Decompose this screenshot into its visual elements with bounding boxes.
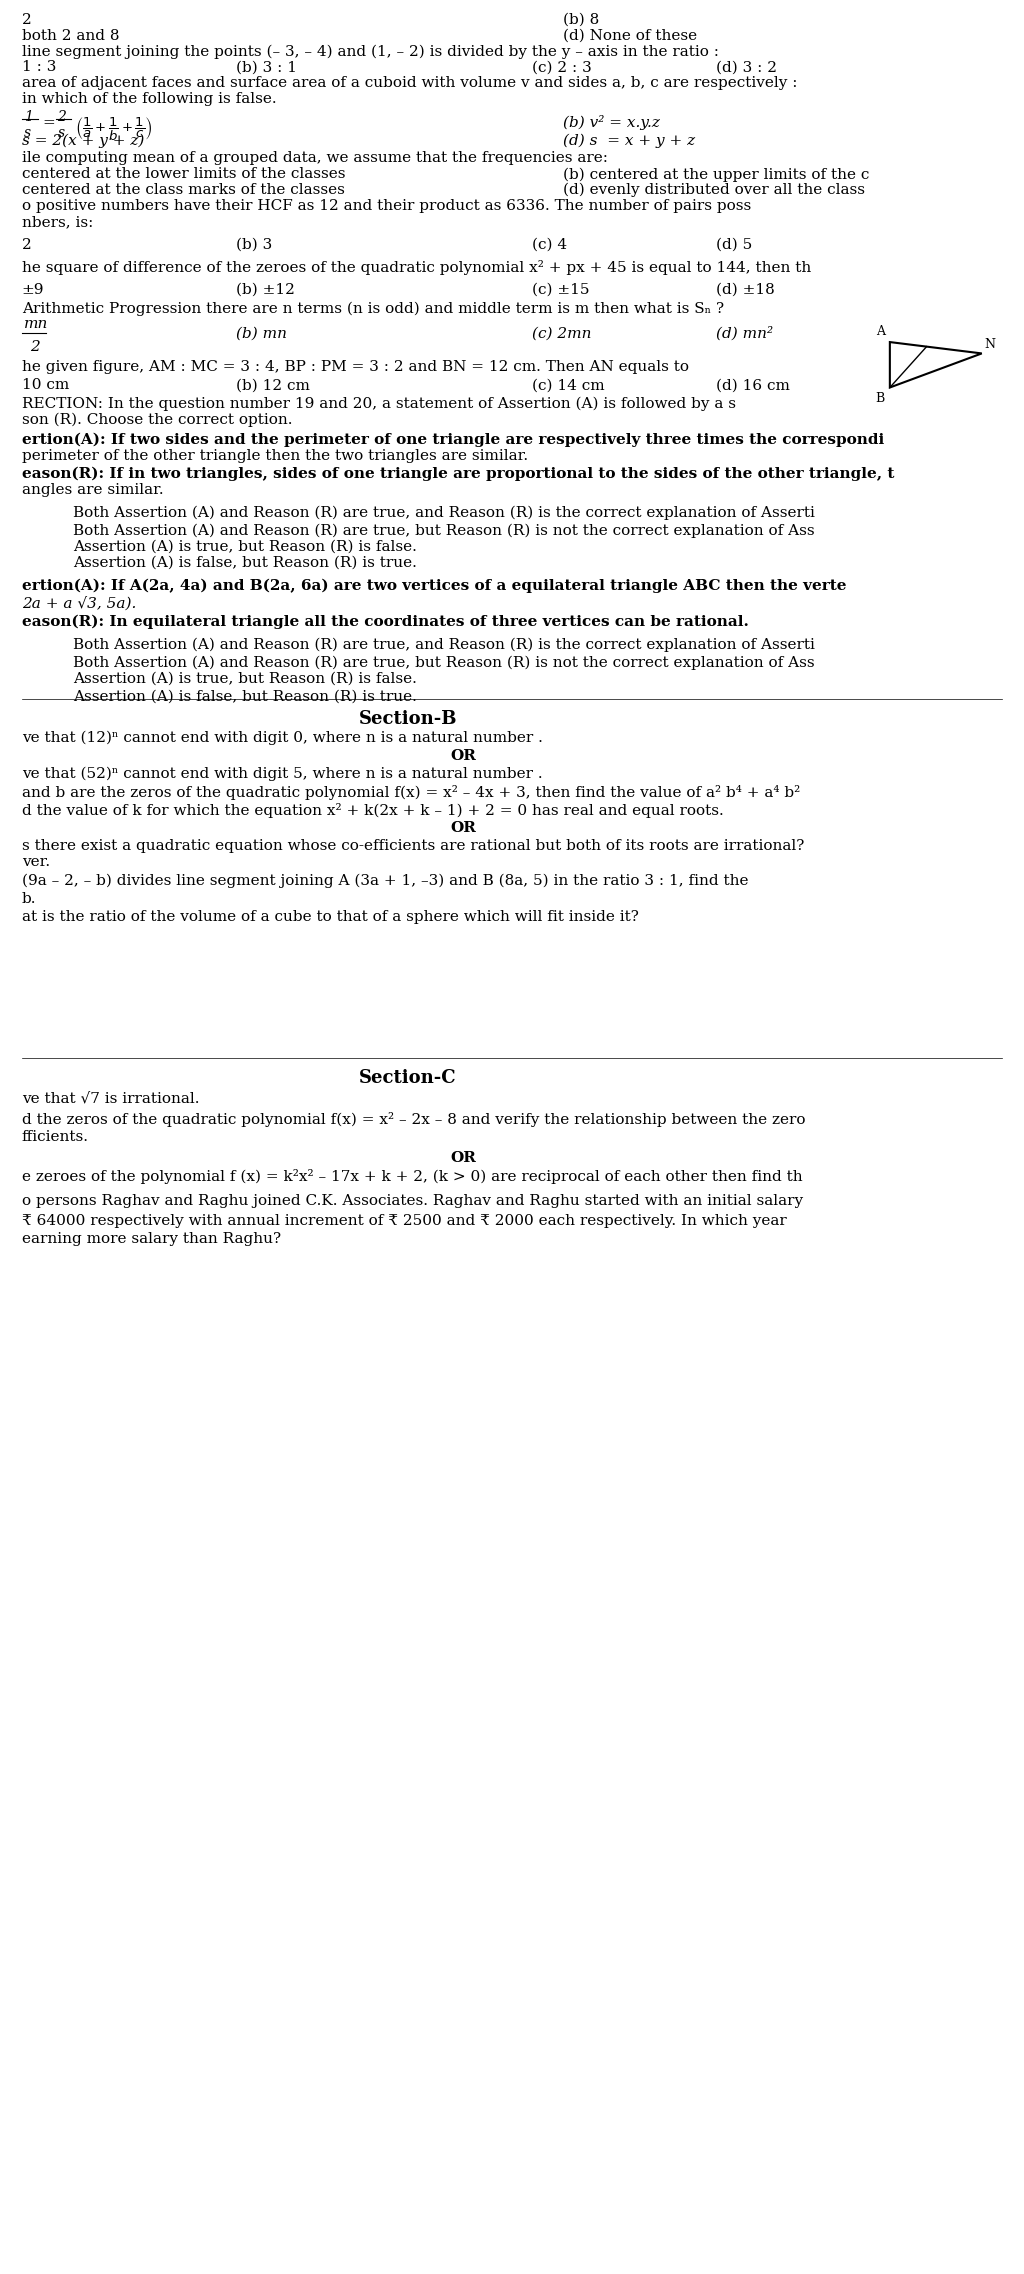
- Text: RECTION: In the question number 19 and 20, a statement of Assertion (A) is follo: RECTION: In the question number 19 and 2…: [22, 396, 736, 412]
- Text: (d) mn²: (d) mn²: [716, 325, 773, 341]
- Text: (c) 2 : 3: (c) 2 : 3: [532, 61, 592, 75]
- Text: 2a + a √3, 5a).: 2a + a √3, 5a).: [22, 596, 136, 612]
- Text: N: N: [985, 339, 995, 350]
- Text: ver.: ver.: [22, 855, 50, 869]
- Text: o persons Raghav and Raghu joined C.K. Associates. Raghav and Raghu started with: o persons Raghav and Raghu joined C.K. A…: [22, 1194, 803, 1207]
- Text: ertion(A): If two sides and the perimeter of one triangle are respectively three: ertion(A): If two sides and the perimete…: [22, 432, 884, 448]
- Text: Both Assertion (A) and Reason (R) are true, and Reason (R) is the correct explan: Both Assertion (A) and Reason (R) are tr…: [73, 505, 815, 521]
- Text: 2: 2: [22, 236, 32, 252]
- Text: at is the ratio of the volume of a cube to that of a sphere which will fit insid: at is the ratio of the volume of a cube …: [22, 910, 639, 923]
- Text: Assertion (A) is false, but Reason (R) is true.: Assertion (A) is false, but Reason (R) i…: [73, 555, 417, 568]
- Text: mn: mn: [24, 316, 48, 332]
- Text: earning more salary than Raghu?: earning more salary than Raghu?: [22, 1233, 281, 1246]
- Text: Assertion (A) is true, but Reason (R) is false.: Assertion (A) is true, but Reason (R) is…: [73, 671, 417, 684]
- Text: 1 : 3: 1 : 3: [22, 61, 56, 75]
- Text: he square of difference of the zeroes of the quadratic polynomial x² + px + 45 i: he square of difference of the zeroes of…: [22, 259, 811, 275]
- Text: 10 cm: 10 cm: [22, 377, 69, 393]
- Text: OR: OR: [451, 748, 476, 762]
- Text: OR: OR: [451, 821, 476, 835]
- Text: (c) 14 cm: (c) 14 cm: [532, 377, 605, 393]
- Text: ertion(A): If A(2a, 4a) and B(2a, 6a) are two vertices of a equilateral triangle: ertion(A): If A(2a, 4a) and B(2a, 6a) ar…: [22, 578, 846, 594]
- Text: Both Assertion (A) and Reason (R) are true, but Reason (R) is not the correct ex: Both Assertion (A) and Reason (R) are tr…: [73, 655, 814, 671]
- Text: (d) 3 : 2: (d) 3 : 2: [716, 61, 777, 75]
- Text: (b) 8: (b) 8: [563, 14, 599, 27]
- Text: =: =: [42, 116, 55, 130]
- Text: (b) v² = x.y.z: (b) v² = x.y.z: [563, 116, 659, 130]
- Text: 2: 2: [22, 14, 32, 27]
- Text: (d) s  = x + y + z: (d) s = x + y + z: [563, 134, 695, 148]
- Text: Section-B: Section-B: [358, 709, 458, 728]
- Text: centered at the lower limits of the classes: centered at the lower limits of the clas…: [22, 168, 345, 182]
- Text: ve that (52)ⁿ cannot end with digit 5, where n is a natural number .: ve that (52)ⁿ cannot end with digit 5, w…: [22, 766, 543, 782]
- Text: perimeter of the other triangle then the two triangles are similar.: perimeter of the other triangle then the…: [22, 448, 528, 464]
- Text: ±9: ±9: [22, 282, 44, 298]
- Text: ve that √7 is irrational.: ve that √7 is irrational.: [22, 1092, 200, 1105]
- Text: (b) 3: (b) 3: [237, 236, 272, 252]
- Text: $\left(\dfrac{1}{a}+\dfrac{1}{b}+\dfrac{1}{c}\right)$: $\left(\dfrac{1}{a}+\dfrac{1}{b}+\dfrac{…: [75, 116, 153, 143]
- Text: o positive numbers have their HCF as 12 and their product as 6336. The number of: o positive numbers have their HCF as 12 …: [22, 200, 751, 214]
- Text: Assertion (A) is true, but Reason (R) is false.: Assertion (A) is true, but Reason (R) is…: [73, 539, 417, 553]
- Text: both 2 and 8: both 2 and 8: [22, 30, 120, 43]
- Text: (d) 5: (d) 5: [716, 236, 753, 252]
- Text: (c) 4: (c) 4: [532, 236, 567, 252]
- Text: nbers, is:: nbers, is:: [22, 214, 93, 230]
- Text: Assertion (A) is false, but Reason (R) is true.: Assertion (A) is false, but Reason (R) i…: [73, 689, 417, 703]
- Text: e zeroes of the polynomial f (x) = k²x² – 17x + k + 2, (k > 0) are reciprocal of: e zeroes of the polynomial f (x) = k²x² …: [22, 1169, 803, 1185]
- Text: d the zeros of the quadratic polynomial f(x) = x² – 2x – 8 and verify the relati: d the zeros of the quadratic polynomial …: [22, 1112, 805, 1128]
- Text: B: B: [876, 391, 885, 405]
- Text: in which of the following is false.: in which of the following is false.: [22, 93, 276, 107]
- Text: line segment joining the points (– 3, – 4) and (1, – 2) is divided by the y – ax: line segment joining the points (– 3, – …: [22, 45, 719, 59]
- Text: s = 2(x + y + z): s = 2(x + y + z): [22, 134, 144, 148]
- Text: eason(R): If in two triangles, sides of one triangle are proportional to the sid: eason(R): If in two triangles, sides of …: [22, 466, 894, 482]
- Text: (d) evenly distributed over all the class: (d) evenly distributed over all the clas…: [563, 184, 865, 198]
- Text: he given figure, AM : MC = 3 : 4, BP : PM = 3 : 2 and BN = 12 cm. Then AN equals: he given figure, AM : MC = 3 : 4, BP : P…: [22, 359, 689, 375]
- Text: 1: 1: [24, 111, 33, 125]
- Text: centered at the class marks of the classes: centered at the class marks of the class…: [22, 184, 345, 198]
- Text: area of adjacent faces and surface area of a cuboid with volume v and sides a, b: area of adjacent faces and surface area …: [22, 77, 798, 91]
- Text: (c) 2mn: (c) 2mn: [532, 325, 592, 341]
- Text: (9a – 2, – b) divides line segment joining A (3a + 1, –3) and B (8a, 5) in the r: (9a – 2, – b) divides line segment joini…: [22, 873, 749, 887]
- Text: d the value of k for which the equation x² + k(2x + k – 1) + 2 = 0 has real and : d the value of k for which the equation …: [22, 803, 724, 819]
- Text: b.: b.: [22, 891, 36, 905]
- Text: (b) 12 cm: (b) 12 cm: [237, 377, 310, 393]
- Text: (b) ±12: (b) ±12: [237, 282, 295, 298]
- Text: s: s: [57, 127, 65, 141]
- Text: ₹ 64000 respectively with annual increment of ₹ 2500 and ₹ 2000 each respectivel: ₹ 64000 respectively with annual increme…: [22, 1214, 786, 1228]
- Text: 2: 2: [30, 339, 40, 355]
- Text: (b) mn: (b) mn: [237, 325, 288, 341]
- Text: ve that (12)ⁿ cannot end with digit 0, where n is a natural number .: ve that (12)ⁿ cannot end with digit 0, w…: [22, 730, 543, 746]
- Text: fficients.: fficients.: [22, 1130, 89, 1144]
- Text: s there exist a quadratic equation whose co-efficients are rational but both of : s there exist a quadratic equation whose…: [22, 839, 804, 853]
- Text: son (R). Choose the correct option.: son (R). Choose the correct option.: [22, 412, 292, 428]
- Text: (d) 16 cm: (d) 16 cm: [716, 377, 791, 393]
- Text: eason(R): In equilateral triangle all the coordinates of three vertices can be r: eason(R): In equilateral triangle all th…: [22, 614, 749, 630]
- Text: (b) centered at the upper limits of the c: (b) centered at the upper limits of the …: [563, 168, 869, 182]
- Text: s: s: [24, 127, 31, 141]
- Text: 2: 2: [57, 111, 67, 125]
- Text: (c) ±15: (c) ±15: [532, 282, 590, 298]
- Text: and b are the zeros of the quadratic polynomial f(x) = x² – 4x + 3, then find th: and b are the zeros of the quadratic pol…: [22, 785, 800, 800]
- Text: angles are similar.: angles are similar.: [22, 482, 164, 498]
- Text: Arithmetic Progression there are n terms (n is odd) and middle term is m then wh: Arithmetic Progression there are n terms…: [22, 300, 724, 316]
- Text: A: A: [876, 325, 885, 337]
- Text: (d) ±18: (d) ±18: [716, 282, 775, 298]
- Text: Both Assertion (A) and Reason (R) are true, and Reason (R) is the correct explan: Both Assertion (A) and Reason (R) are tr…: [73, 637, 815, 653]
- Text: (d) None of these: (d) None of these: [563, 30, 697, 43]
- Text: OR: OR: [451, 1151, 476, 1164]
- Text: Section-C: Section-C: [358, 1069, 457, 1087]
- Text: Both Assertion (A) and Reason (R) are true, but Reason (R) is not the correct ex: Both Assertion (A) and Reason (R) are tr…: [73, 523, 814, 539]
- Text: ile computing mean of a grouped data, we assume that the frequencies are:: ile computing mean of a grouped data, we…: [22, 152, 608, 166]
- Text: (b) 3 : 1: (b) 3 : 1: [237, 61, 297, 75]
